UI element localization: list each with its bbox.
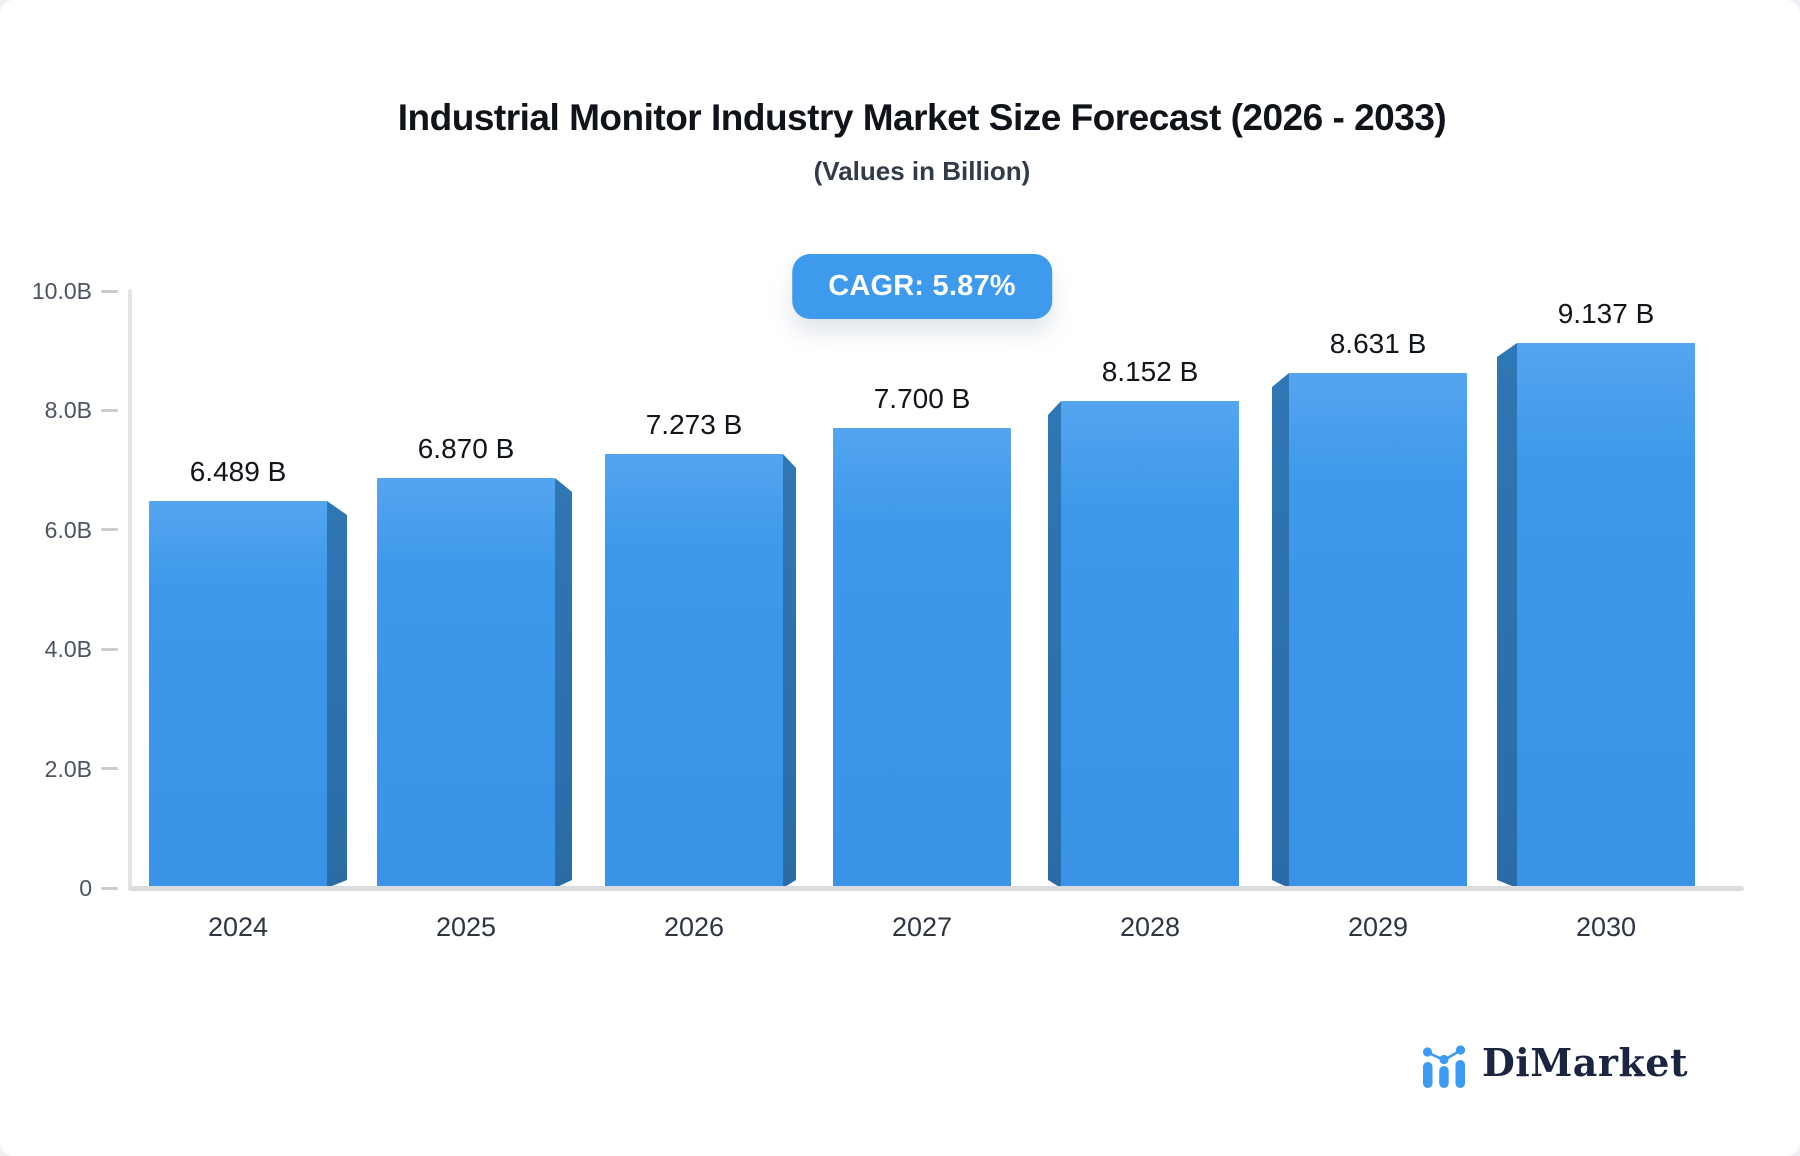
- x-axis-label: 2028: [1119, 912, 1181, 942]
- y-axis-line: [128, 289, 132, 887]
- bar: [833, 428, 1011, 888]
- brand-name: DiMarket: [1481, 1040, 1688, 1085]
- bar-value-label: 7.273 B: [645, 409, 743, 440]
- bar-3d-side: [783, 454, 796, 888]
- bar: [1061, 401, 1239, 888]
- y-axis-tick-label: 8.0B: [44, 397, 92, 424]
- x-axis-label: 2025: [435, 912, 497, 942]
- x-axis-label: 2029: [1347, 912, 1409, 942]
- cagr-badge: CAGR: 5.87%: [792, 254, 1052, 319]
- bar-3d-side: [327, 501, 347, 888]
- y-axis-tick-mark: [101, 408, 118, 412]
- y-axis-tick-mark: [101, 647, 118, 651]
- bar-value-label: 6.870 B: [417, 433, 515, 464]
- y-axis-tick-label: 2.0B: [44, 755, 92, 782]
- bar-3d-side: [1048, 401, 1061, 888]
- bar: [1517, 343, 1695, 888]
- bar-3d-side: [555, 478, 572, 888]
- x-axis-label: 2027: [891, 912, 953, 942]
- bar-value-label: 7.700 B: [873, 383, 971, 414]
- brand-logo: DiMarket: [1420, 1038, 1688, 1088]
- x-axis-label: 2026: [663, 912, 725, 942]
- bar-value-label: 9.137 B: [1557, 298, 1655, 329]
- bar: [149, 501, 327, 888]
- bar-value-label: 8.152 B: [1101, 356, 1199, 387]
- y-axis-tick-label: 0: [79, 875, 92, 901]
- bar: [377, 478, 555, 888]
- y-axis-tick-mark: [101, 289, 118, 293]
- bar: [605, 454, 783, 888]
- y-axis-tick-label: 4.0B: [44, 636, 92, 663]
- bar-3d-side: [1272, 373, 1289, 888]
- y-axis-tick-label: 6.0B: [44, 516, 92, 543]
- y-axis-tick-mark: [101, 886, 118, 890]
- x-axis-baseline: [128, 885, 1744, 891]
- x-axis-label: 2030: [1575, 912, 1637, 942]
- chart-title: Industrial Monitor Industry Market Size …: [397, 97, 1447, 138]
- y-axis-tick-label: 10.0B: [31, 278, 92, 304]
- bar: [1289, 373, 1467, 888]
- bar-3d-side: [1497, 343, 1517, 888]
- bar-value-label: 8.631 B: [1329, 328, 1427, 359]
- x-axis-label: 2024: [207, 912, 269, 942]
- y-axis-tick-mark: [101, 767, 118, 771]
- dimarket-logo-icon: [1422, 1045, 1465, 1088]
- bar-value-label: 6.489 B: [189, 456, 287, 487]
- chart-subtitle: (Values in Billion): [813, 156, 1031, 186]
- chart-header: Industrial Monitor Industry Market Size …: [0, 0, 1800, 187]
- y-axis-tick-mark: [101, 528, 118, 532]
